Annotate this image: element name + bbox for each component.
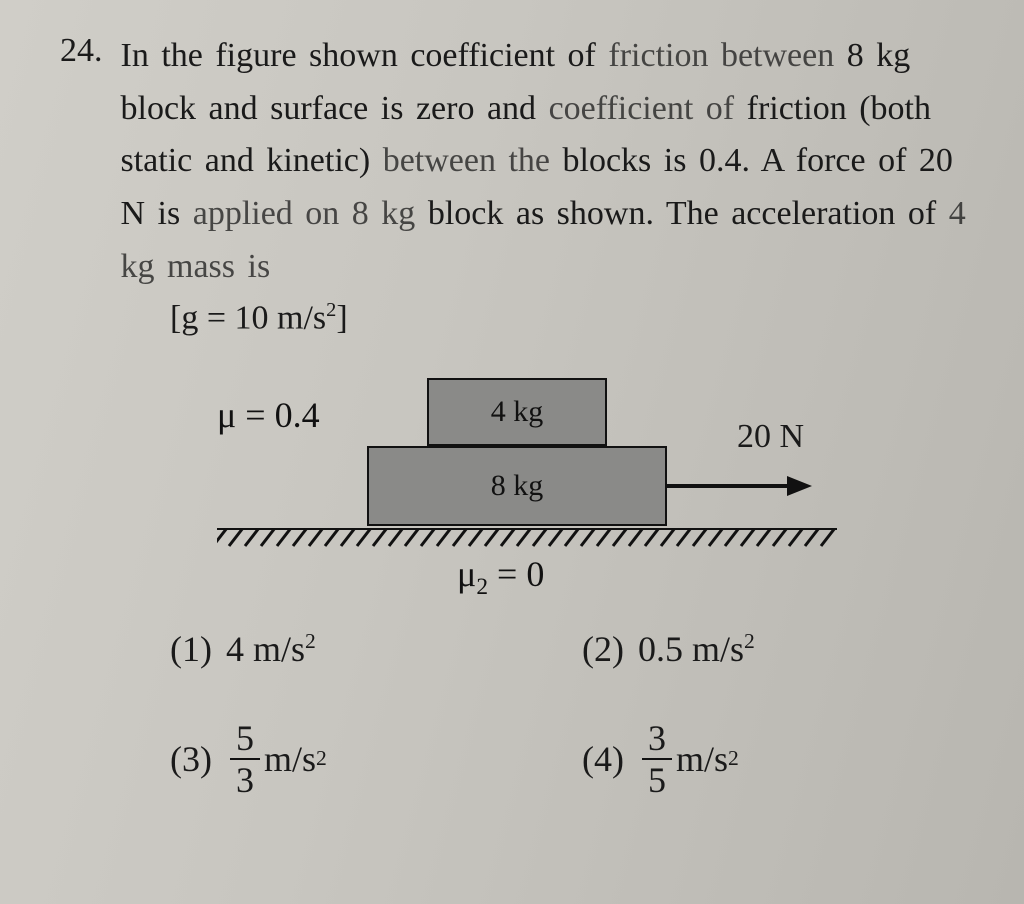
opt4-num: (4) — [582, 738, 624, 780]
g-exp: 2 — [326, 299, 336, 321]
mu2-label: μ2 = 0 — [457, 553, 544, 601]
g-close: ] — [336, 300, 347, 337]
top-block-label: 4 kg — [491, 395, 544, 429]
mu2-sub: 2 — [476, 574, 488, 600]
opt1-val: 4 m/s — [226, 629, 305, 669]
opt3-frac-den: 3 — [230, 758, 260, 798]
q-line4b: applied on 8 kg — [193, 195, 416, 232]
opt1-num: (1) — [170, 628, 212, 670]
bottom-block: 8 kg — [367, 446, 667, 526]
bottom-block-label: 8 kg — [491, 469, 544, 503]
option-1[interactable]: (1) 4 m/s2 — [170, 628, 522, 670]
q-line2b: coefficient of — [549, 90, 735, 127]
force-label: 20 N — [737, 418, 804, 456]
opt4-frac: 3 5 — [642, 720, 672, 798]
opt4-frac-den: 5 — [642, 758, 672, 798]
question-row: 24. In the figure shown coefficient of f… — [60, 30, 974, 293]
q-line1b: friction between — [608, 37, 834, 74]
option-4[interactable]: (4) 3 5 m/s2 — [582, 720, 934, 798]
opt3-unit: m/s — [264, 738, 316, 780]
option-3[interactable]: (3) 5 3 m/s2 — [170, 720, 522, 798]
mu2-rest: = 0 — [488, 554, 544, 594]
mu1-label: μ = 0.4 — [217, 394, 320, 436]
opt2-num: (2) — [582, 628, 624, 670]
q-line5a: block as shown. The acceleration of — [428, 195, 949, 232]
top-block: 4 kg — [427, 378, 607, 446]
opt4-frac-num: 3 — [642, 720, 672, 758]
option-2[interactable]: (2) 0.5 m/s2 — [582, 628, 934, 670]
q-line1a: In the figure shown coefficient of — [121, 37, 609, 74]
force-arrow — [667, 466, 827, 506]
options-grid: (1) 4 m/s2 (2) 0.5 m/s2 (3) 5 3 m/s2 (4) — [170, 628, 934, 798]
opt4-exp: 2 — [728, 746, 739, 771]
opt4-unit: m/s — [676, 738, 728, 780]
opt2-val: 0.5 m/s — [638, 629, 744, 669]
opt2-exp: 2 — [744, 629, 755, 653]
opt3-frac: 5 3 — [230, 720, 260, 798]
question-number: 24. — [60, 30, 103, 70]
mu2-sym: μ — [457, 554, 476, 594]
opt3-num: (3) — [170, 738, 212, 780]
opt1-exp: 2 — [305, 629, 316, 653]
question-text: In the figure shown coefficient of frict… — [121, 30, 975, 293]
opt3-frac-num: 5 — [230, 720, 260, 758]
q-line3b: between the — [383, 142, 550, 179]
g-text: [g = 10 m/s — [170, 300, 326, 337]
figure: μ = 0.4 4 kg 8 kg 20 N — [157, 358, 877, 608]
opt3-exp: 2 — [316, 746, 327, 771]
page: 24. In the figure shown coefficient of f… — [0, 0, 1024, 904]
g-value: [g = 10 m/s2] — [170, 299, 974, 337]
